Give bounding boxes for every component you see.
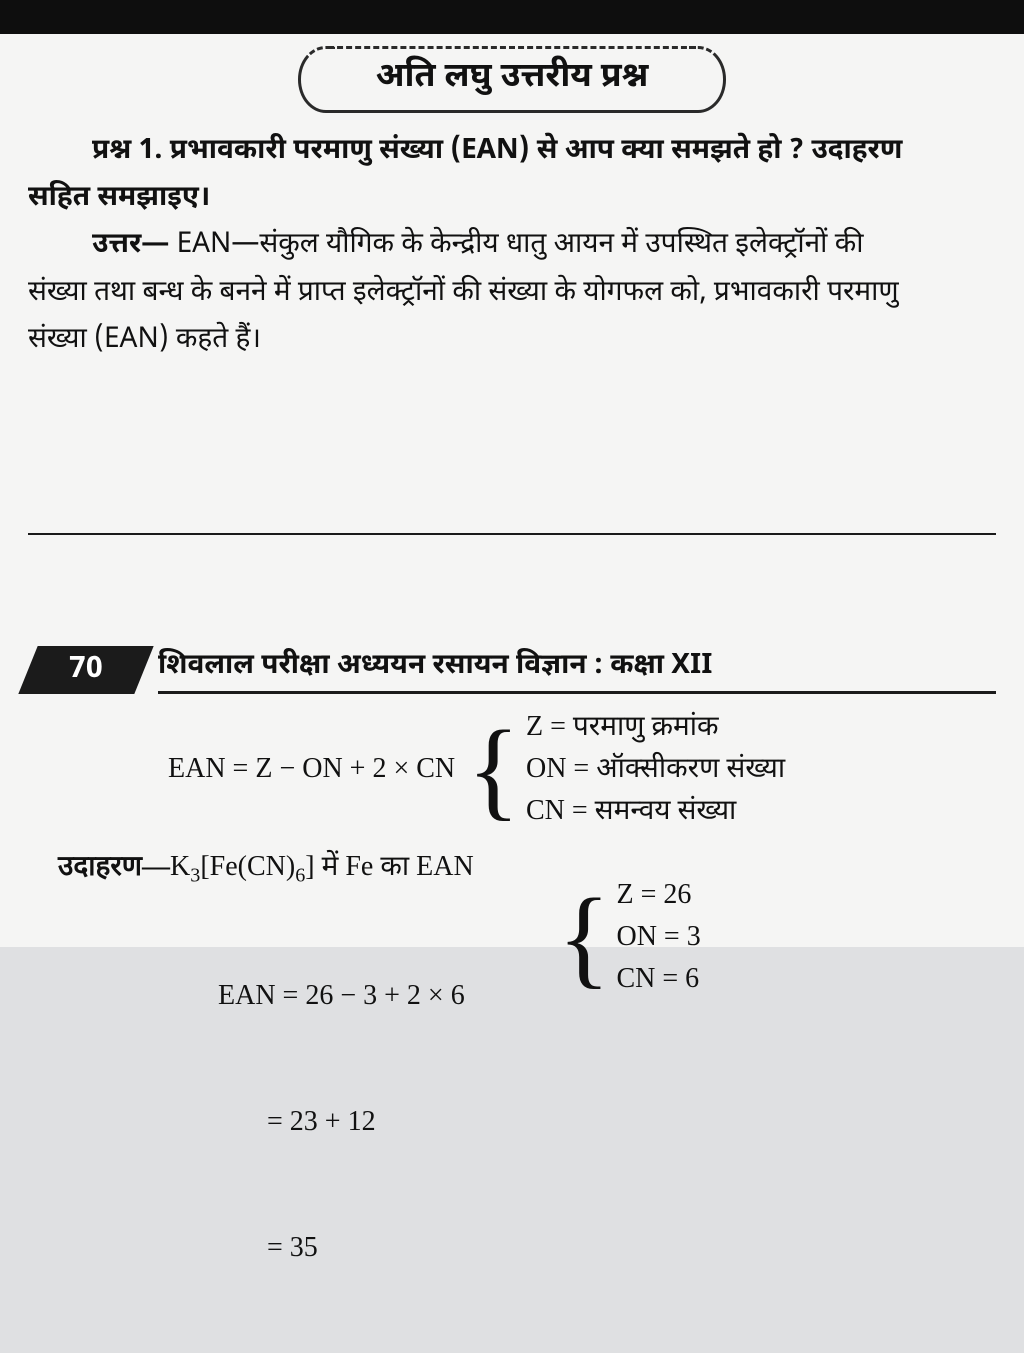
compound-sub1: 3 <box>190 865 200 887</box>
compound-prefix: K <box>170 851 190 882</box>
brace-icon: { <box>467 723 520 817</box>
def-on: ON = ऑक्सीकरण संख्या <box>526 748 785 790</box>
def-cn: CN = समन्वय संख्या <box>526 790 785 832</box>
main-formula-row: EAN = Z − ON + 2 × CN { Z = परमाणु क्रमा… <box>168 706 996 832</box>
compound-suffix: ] में Fe का EAN <box>305 851 473 882</box>
heading-container: अति लघु उत्तरीय प्रश्न <box>28 46 996 113</box>
page-number-tab: 70 <box>18 646 153 694</box>
answer-text-1: EAN—संकुल यौगिक के केन्द्रीय धातु आयन मे… <box>177 228 864 264</box>
answer-line-2: संख्या तथा बन्ध के बनने में प्राप्त इलेक… <box>28 273 996 316</box>
example-compound: उदाहरण—K3[Fe(CN)6] में Fe का EAN <box>58 846 474 891</box>
section-heading: अति लघु उत्तरीय प्रश्न <box>328 46 697 113</box>
answer-line-1: उत्तर— EAN—संकुल यौगिक के केन्द्रीय धातु… <box>28 225 996 268</box>
def-z: Z = परमाणु क्रमांक <box>526 706 785 748</box>
compound-sub2: 6 <box>295 865 305 887</box>
example-steps: EAN = 26 − 3 + 2 × 6 = 23 + 12 = 35 <box>218 891 474 1353</box>
answer-line-3: संख्या (EAN) कहते हैं। <box>28 320 996 363</box>
question-label: प्रश्न 1. <box>92 134 162 170</box>
formula-definitions: Z = परमाणु क्रमांक ON = ऑक्सीकरण संख्या … <box>526 706 785 832</box>
example-values: { Z = 26 ON = 3 CN = 6 <box>546 844 701 1000</box>
horizontal-rule <box>28 533 996 535</box>
body-text: प्रश्न 1. प्रभावकारी परमाणु संख्या (EAN)… <box>28 131 996 364</box>
question-text-1: प्रभावकारी परमाणु संख्या (EAN) से आप क्य… <box>170 134 903 170</box>
question-line-1: प्रश्न 1. प्रभावकारी परमाणु संख्या (EAN)… <box>28 131 996 174</box>
footer-title: शिवलाल परीक्षा अध्ययन रसायन विज्ञान : कक… <box>158 645 996 694</box>
step-2: = 23 + 12 <box>218 1101 474 1143</box>
example-value-list: Z = 26 ON = 3 CN = 6 <box>616 874 700 1000</box>
footer-row: 70 शिवलाल परीक्षा अध्ययन रसायन विज्ञान :… <box>28 645 996 694</box>
formula-block: EAN = Z − ON + 2 × CN { Z = परमाणु क्रमा… <box>28 706 996 1353</box>
val-on: ON = 3 <box>616 916 700 958</box>
step-3: = 35 <box>218 1227 474 1269</box>
compound-mid: [Fe(CN) <box>200 851 295 882</box>
question-line-2: सहित समझाइए। <box>28 178 996 221</box>
example-label: उदाहरण— <box>58 851 170 882</box>
page: अति लघु उत्तरीय प्रश्न प्रश्न 1. प्रभावक… <box>0 0 1024 947</box>
answer-label: उत्तर— <box>92 228 169 264</box>
val-z: Z = 26 <box>616 874 700 916</box>
formula-lhs: EAN = Z − ON + 2 × CN <box>168 748 455 790</box>
example-row: उदाहरण—K3[Fe(CN)6] में Fe का EAN EAN = 2… <box>58 844 996 1353</box>
top-black-bar <box>0 0 1024 34</box>
step-1: EAN = 26 − 3 + 2 × 6 <box>218 975 474 1017</box>
brace-icon-2: { <box>558 891 611 985</box>
page-number: 70 <box>69 651 103 690</box>
val-cn: CN = 6 <box>616 958 700 1000</box>
example-left: उदाहरण—K3[Fe(CN)6] में Fe का EAN EAN = 2… <box>58 846 474 1353</box>
